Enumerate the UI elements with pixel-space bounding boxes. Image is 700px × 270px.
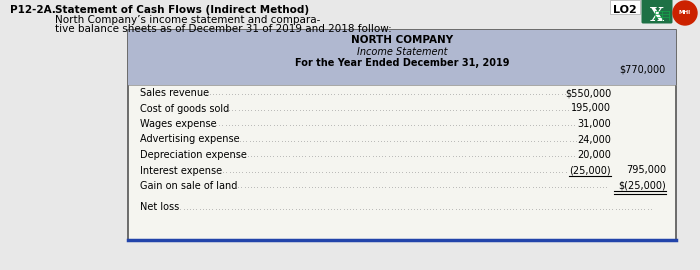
Text: 20,000: 20,000 (577, 150, 611, 160)
Text: 24,000: 24,000 (577, 134, 611, 144)
FancyBboxPatch shape (641, 0, 673, 23)
Text: Interest expense: Interest expense (140, 166, 222, 176)
Text: Income Statement: Income Statement (357, 47, 447, 57)
Text: NORTH COMPANY: NORTH COMPANY (351, 35, 453, 45)
Text: (25,000): (25,000) (569, 166, 611, 176)
Text: 31,000: 31,000 (578, 119, 611, 129)
Bar (610, 0, 640, 14)
Text: Cost of goods sold: Cost of goods sold (140, 103, 230, 113)
Circle shape (673, 1, 697, 25)
Text: $550,000: $550,000 (565, 88, 611, 98)
Text: Net loss: Net loss (140, 202, 179, 212)
Text: $770,000: $770,000 (620, 65, 666, 75)
Text: Depreciation expense: Depreciation expense (140, 150, 247, 160)
Text: LO2: LO2 (613, 5, 637, 15)
Text: 795,000: 795,000 (626, 166, 666, 176)
Bar (128, 30, 676, 85)
Text: Wages expense: Wages expense (140, 119, 216, 129)
Text: For the Year Ended December 31, 2019: For the Year Ended December 31, 2019 (295, 58, 510, 68)
Text: North Company’s income statement and compara-: North Company’s income statement and com… (55, 15, 321, 25)
Text: P12-2A.: P12-2A. (10, 5, 56, 15)
Text: 195,000: 195,000 (571, 103, 611, 113)
Text: Gain on sale of land: Gain on sale of land (140, 181, 237, 191)
Text: tive balance sheets as of December 31 of 2019 and 2018 follow:: tive balance sheets as of December 31 of… (55, 24, 392, 34)
Text: Statement of Cash Flows (Indirect Method): Statement of Cash Flows (Indirect Method… (55, 5, 309, 15)
Text: Advertising expense: Advertising expense (140, 134, 239, 144)
Text: $(25,000): $(25,000) (618, 181, 666, 191)
Text: X: X (650, 7, 664, 25)
Text: MHI: MHI (679, 9, 691, 15)
Bar (128, 30, 676, 240)
Text: Sales revenue: Sales revenue (140, 88, 209, 98)
